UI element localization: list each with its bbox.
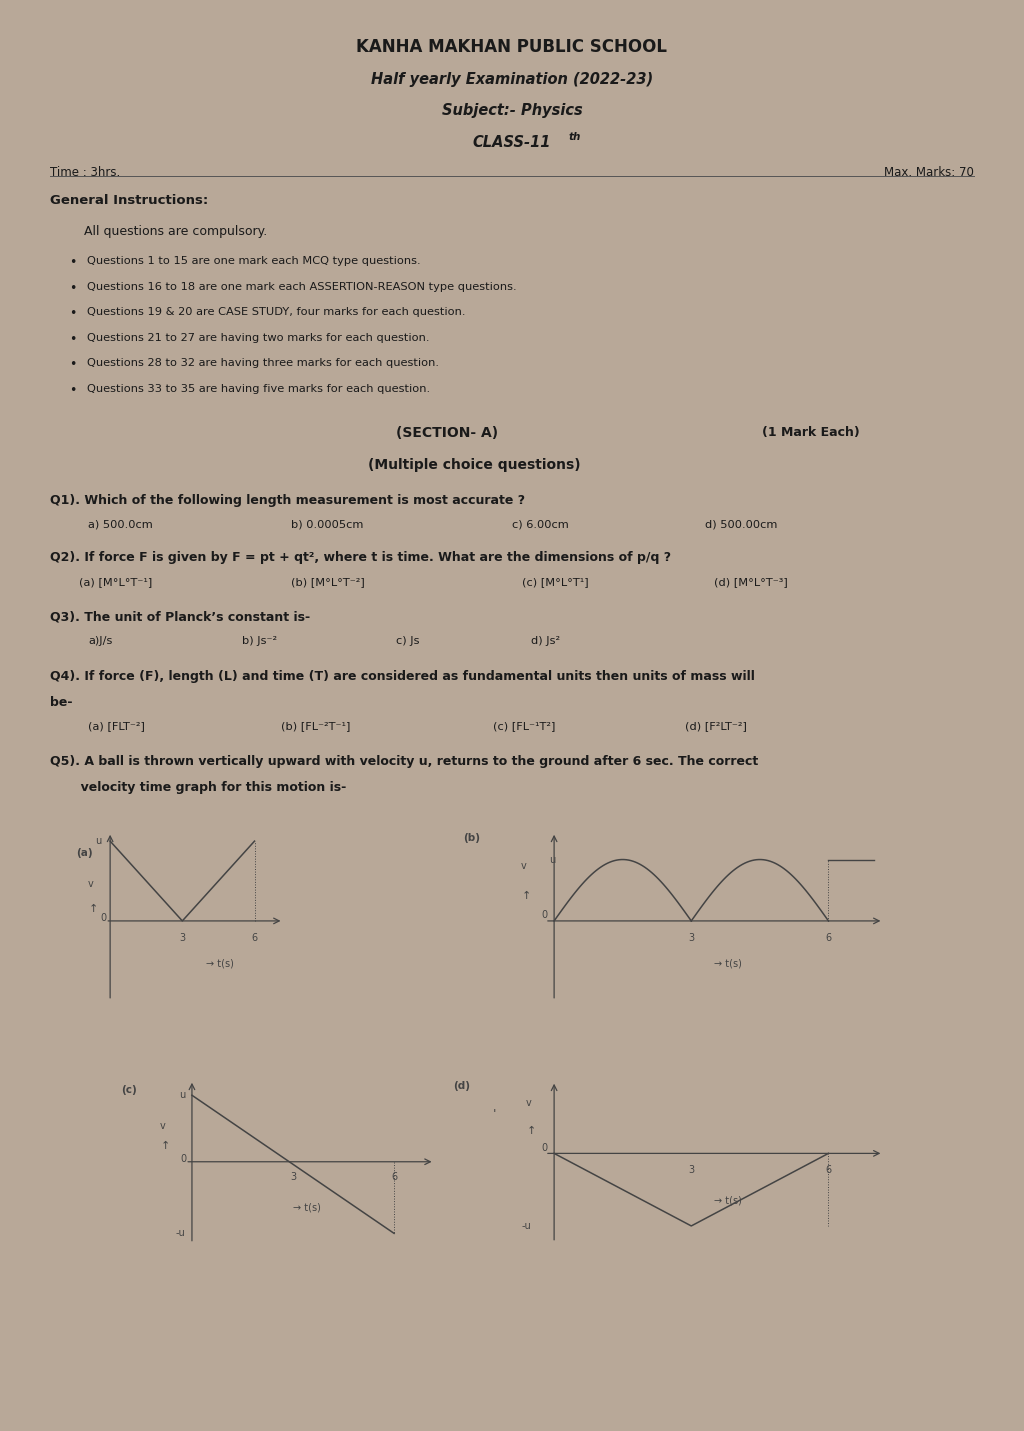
Text: •: • (70, 308, 77, 321)
Text: •: • (70, 333, 77, 346)
Text: Questions 28 to 32 are having three marks for each question.: Questions 28 to 32 are having three mark… (87, 359, 438, 369)
Text: Q4). If force (F), length (L) and time (T) are considered as fundamental units t: Q4). If force (F), length (L) and time (… (50, 670, 755, 683)
Text: u: u (179, 1090, 185, 1100)
Text: u: u (550, 854, 556, 864)
Text: Subject:- Physics: Subject:- Physics (441, 103, 583, 119)
Text: (a) [FLT⁻²]: (a) [FLT⁻²] (88, 721, 145, 731)
Text: c) 6.00cm: c) 6.00cm (512, 519, 568, 529)
Text: (d) [M°L°T⁻³]: (d) [M°L°T⁻³] (714, 577, 787, 587)
Text: (Multiple choice questions): (Multiple choice questions) (368, 458, 581, 472)
Text: 0: 0 (541, 1143, 547, 1153)
Text: General Instructions:: General Instructions: (50, 195, 208, 207)
Text: (1 Mark Each): (1 Mark Each) (762, 426, 860, 439)
Text: (SECTION- A): (SECTION- A) (396, 426, 499, 441)
Text: 3: 3 (688, 1165, 694, 1175)
Text: 3: 3 (290, 1172, 296, 1182)
Text: •: • (70, 282, 77, 295)
Text: ↑: ↑ (161, 1142, 170, 1152)
Text: v: v (87, 879, 93, 889)
Text: (a): (a) (77, 849, 93, 859)
Text: ↑: ↑ (526, 1126, 536, 1136)
Text: CLASS-11: CLASS-11 (473, 135, 551, 150)
Text: Questions 1 to 15 are one mark each MCQ type questions.: Questions 1 to 15 are one mark each MCQ … (87, 256, 420, 266)
Text: Questions 21 to 27 are having two marks for each question.: Questions 21 to 27 are having two marks … (87, 333, 429, 343)
Text: KANHA MAKHAN PUBLIC SCHOOL: KANHA MAKHAN PUBLIC SCHOOL (356, 39, 668, 56)
Text: (c) [M°L°T¹]: (c) [M°L°T¹] (521, 577, 588, 587)
Text: b) 0.0005cm: b) 0.0005cm (291, 519, 362, 529)
Text: ↑: ↑ (522, 892, 531, 902)
Text: → t(s): → t(s) (714, 959, 742, 969)
Text: b) Js⁻²: b) Js⁻² (243, 637, 278, 647)
Text: Q3). The unit of Planck’s constant is-: Q3). The unit of Planck’s constant is- (50, 611, 310, 624)
Text: be-: be- (50, 695, 73, 708)
Text: (b) [FL⁻²T⁻¹]: (b) [FL⁻²T⁻¹] (281, 721, 350, 731)
Text: u: u (95, 836, 101, 846)
Text: ↑: ↑ (89, 903, 98, 913)
Text: (d): (d) (454, 1082, 470, 1092)
Text: •: • (70, 384, 77, 396)
Text: Time : 3hrs.: Time : 3hrs. (50, 166, 120, 179)
Text: •: • (70, 256, 77, 269)
Text: Q5). A ball is thrown vertically upward with velocity u, returns to the ground a: Q5). A ball is thrown vertically upward … (50, 756, 758, 768)
Text: •: • (70, 359, 77, 372)
Text: → t(s): → t(s) (714, 1196, 742, 1206)
Text: Questions 19 & 20 are CASE STUDY, four marks for each question.: Questions 19 & 20 are CASE STUDY, four m… (87, 308, 465, 318)
Text: (b): (b) (463, 833, 479, 843)
Text: velocity time graph for this motion is-: velocity time graph for this motion is- (50, 781, 346, 794)
Text: All questions are compulsory.: All questions are compulsory. (84, 225, 267, 239)
Text: (d) [F²LT⁻²]: (d) [F²LT⁻²] (685, 721, 748, 731)
Text: d) Js²: d) Js² (531, 637, 560, 647)
Text: 0: 0 (541, 910, 547, 920)
Text: 6: 6 (391, 1172, 397, 1182)
Text: 3: 3 (688, 933, 694, 943)
Text: → t(s): → t(s) (293, 1203, 321, 1213)
Text: Q1). Which of the following length measurement is most accurate ?: Q1). Which of the following length measu… (50, 495, 525, 508)
Text: Questions 33 to 35 are having five marks for each question.: Questions 33 to 35 are having five marks… (87, 384, 430, 394)
Text: 6: 6 (825, 1165, 831, 1175)
Text: 6: 6 (252, 933, 258, 943)
Text: th: th (568, 132, 582, 142)
Text: (a) [M°L°T⁻¹]: (a) [M°L°T⁻¹] (79, 577, 153, 587)
Text: -u: -u (521, 1221, 531, 1231)
Text: Questions 16 to 18 are one mark each ASSERTION-REASON type questions.: Questions 16 to 18 are one mark each ASS… (87, 282, 516, 292)
Text: 0: 0 (100, 913, 106, 923)
Text: c) Js: c) Js (396, 637, 420, 647)
Text: -u: -u (175, 1228, 185, 1238)
Text: 6: 6 (825, 933, 831, 943)
Text: (b) [M°L°T⁻²]: (b) [M°L°T⁻²] (291, 577, 365, 587)
Text: a)J/s: a)J/s (88, 637, 113, 647)
Text: Half yearly Examination (2022-23): Half yearly Examination (2022-23) (371, 73, 653, 87)
Text: 3: 3 (179, 933, 185, 943)
Text: d) 500.00cm: d) 500.00cm (705, 519, 777, 529)
Text: (c) [FL⁻¹T²]: (c) [FL⁻¹T²] (493, 721, 555, 731)
Text: Max. Marks: 70: Max. Marks: 70 (884, 166, 974, 179)
Text: v: v (525, 1098, 531, 1108)
Text: → t(s): → t(s) (207, 959, 234, 969)
Text: v: v (521, 860, 526, 870)
Text: ': ' (493, 1108, 497, 1120)
Text: Q2). If force F is given by F = pt + qt², where t is time. What are the dimensio: Q2). If force F is given by F = pt + qt²… (50, 551, 671, 564)
Text: v: v (160, 1120, 165, 1130)
Text: (c): (c) (121, 1085, 137, 1095)
Text: a) 500.0cm: a) 500.0cm (88, 519, 154, 529)
Text: 0: 0 (181, 1155, 187, 1165)
